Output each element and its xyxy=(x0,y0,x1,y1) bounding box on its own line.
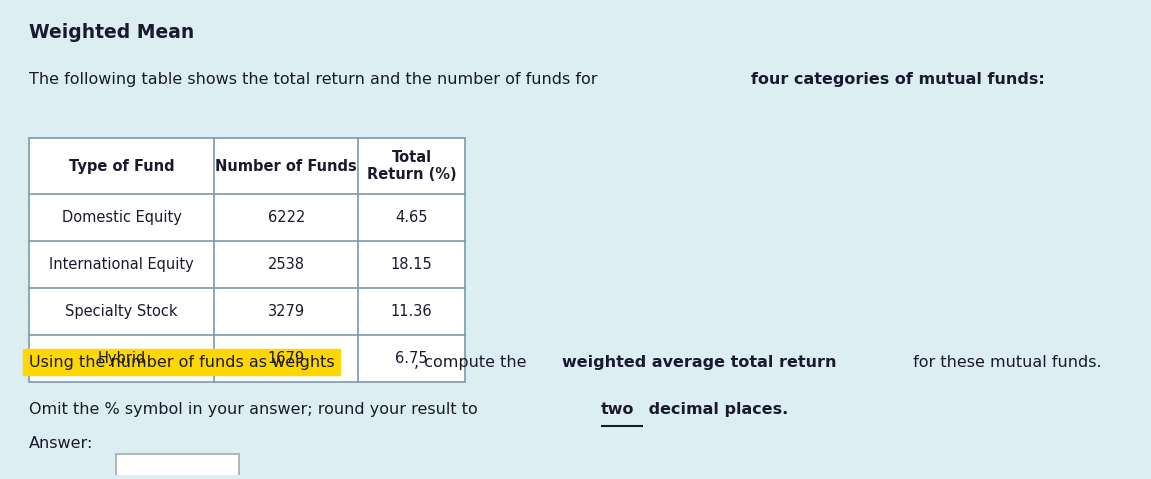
Text: , compute the: , compute the xyxy=(414,355,532,370)
Text: 18.15: 18.15 xyxy=(390,257,433,272)
Text: 6222: 6222 xyxy=(267,210,305,225)
Text: 2538: 2538 xyxy=(268,257,305,272)
Text: 6.75: 6.75 xyxy=(395,351,428,366)
Text: Weighted Mean: Weighted Mean xyxy=(29,23,195,42)
Text: Specialty Stock: Specialty Stock xyxy=(66,304,178,319)
Text: two: two xyxy=(601,402,634,417)
Text: four categories of mutual funds:: four categories of mutual funds: xyxy=(752,72,1045,87)
Text: weighted average total return: weighted average total return xyxy=(562,355,837,370)
Text: 1679: 1679 xyxy=(268,351,305,366)
Text: 3279: 3279 xyxy=(268,304,305,319)
Text: for these mutual funds.: for these mutual funds. xyxy=(908,355,1102,370)
Text: Hybrid: Hybrid xyxy=(98,351,146,366)
Text: Number of Funds: Number of Funds xyxy=(215,159,357,173)
Text: Using the number of funds as weights: Using the number of funds as weights xyxy=(29,355,335,370)
Text: 11.36: 11.36 xyxy=(390,304,433,319)
Bar xyxy=(115,454,239,479)
Text: decimal places.: decimal places. xyxy=(643,402,788,417)
Text: 4.65: 4.65 xyxy=(395,210,428,225)
Text: Type of Fund: Type of Fund xyxy=(69,159,175,173)
Text: Answer:: Answer: xyxy=(29,436,93,451)
Text: International Equity: International Equity xyxy=(49,257,195,272)
Text: Total
Return (%): Total Return (%) xyxy=(367,150,456,182)
Text: Domestic Equity: Domestic Equity xyxy=(62,210,182,225)
Text: The following table shows the total return and the number of funds for: The following table shows the total retu… xyxy=(29,72,602,87)
Text: Omit the % symbol in your answer; round your result to: Omit the % symbol in your answer; round … xyxy=(29,402,482,417)
